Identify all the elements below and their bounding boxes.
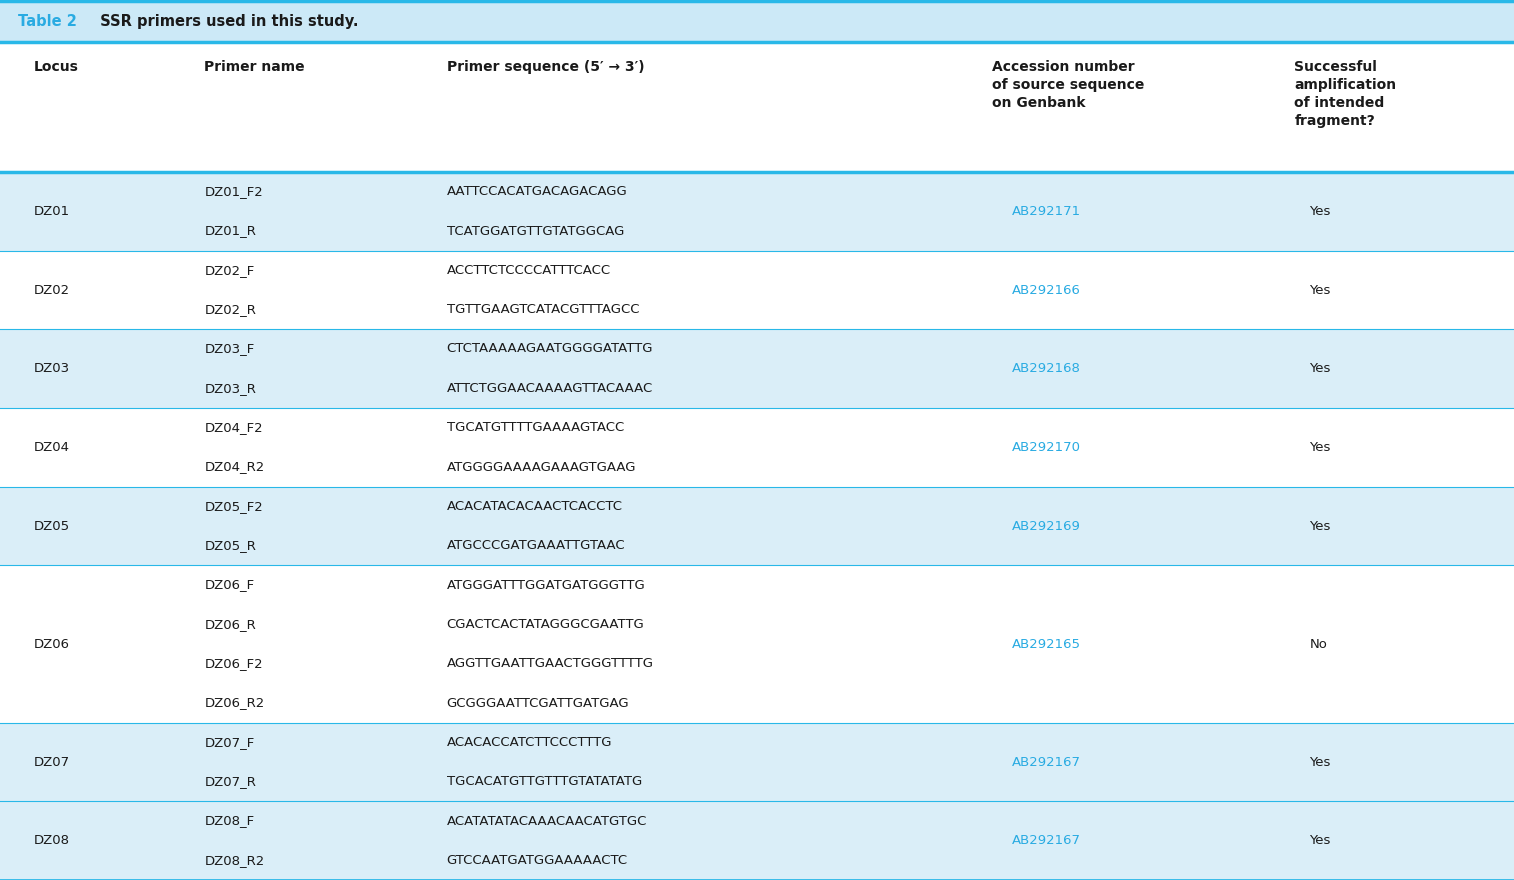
Text: DZ01_R: DZ01_R [204,224,256,238]
Text: DZ08_F: DZ08_F [204,815,254,827]
Text: DZ04: DZ04 [33,441,70,454]
Text: Primer name: Primer name [204,60,304,74]
Bar [0,487,1514,565]
Text: AB292169: AB292169 [1011,519,1081,532]
Text: DZ06: DZ06 [33,637,70,650]
Text: Yes: Yes [1310,205,1331,218]
Text: DZ04_R2: DZ04_R2 [204,460,265,473]
Text: Accession number: Accession number [992,60,1134,74]
Text: ATGGGATTTGGATGATGGGTTG: ATGGGATTTGGATGATGGGTTG [447,578,645,591]
Text: ACCTTCTCCCCATTTCACC: ACCTTCTCCCCATTTCACC [447,264,610,277]
Text: CGACTCACTATAGGGCGAATTG: CGACTCACTATAGGGCGAATTG [447,618,645,631]
Text: DZ03_R: DZ03_R [204,382,256,395]
Text: Locus: Locus [33,60,79,74]
Text: DZ08_R2: DZ08_R2 [204,854,265,867]
Bar [0,172,1514,251]
Text: DZ01: DZ01 [33,205,70,218]
Text: of source sequence: of source sequence [992,78,1145,92]
Text: AATTCCACATGACAGACAGG: AATTCCACATGACAGACAGG [447,185,627,198]
Text: ATGCCCGATGAAATTGTAAC: ATGCCCGATGAAATTGTAAC [447,539,625,552]
Text: amplification: amplification [1294,78,1396,92]
Text: ATTCTGGAACAAAAGTTACAAAC: ATTCTGGAACAAAAGTTACAAAC [447,382,653,395]
Text: DZ07_R: DZ07_R [204,775,256,788]
Bar [0,408,1514,487]
Text: DZ02_R: DZ02_R [204,304,256,316]
Text: ATGGGGAAAAGAAAGTGAAG: ATGGGGAAAAGAAAGTGAAG [447,460,636,473]
Bar [0,251,1514,329]
Text: AB292171: AB292171 [1011,205,1081,218]
Bar [0,42,1514,172]
Text: Yes: Yes [1310,834,1331,847]
Text: Yes: Yes [1310,441,1331,454]
Text: DZ07_F: DZ07_F [204,736,254,749]
Text: AB292165: AB292165 [1011,637,1081,650]
Text: Yes: Yes [1310,756,1331,768]
Text: DZ02_F: DZ02_F [204,264,254,277]
Text: ACATATATACAAACAACATGTGC: ACATATATACAAACAACATGTGC [447,815,646,827]
Text: DZ05_R: DZ05_R [204,539,256,552]
Bar [0,0,1514,42]
Text: CTCTAAAAAGAATGGGGATATTG: CTCTAAAAAGAATGGGGATATTG [447,342,653,356]
Text: DZ07: DZ07 [33,756,70,768]
Bar [0,722,1514,802]
Text: TGCACATGTTGTTTGTATATATG: TGCACATGTTGTTTGTATATATG [447,775,642,788]
Text: Yes: Yes [1310,363,1331,375]
Text: DZ03: DZ03 [33,363,70,375]
Text: DZ06_R2: DZ06_R2 [204,696,265,709]
Text: DZ02: DZ02 [33,283,70,297]
Text: AB292170: AB292170 [1011,441,1081,454]
Text: fragment?: fragment? [1294,114,1375,128]
Text: ACACATACACAACTCACCTC: ACACATACACAACTCACCTC [447,500,622,513]
Text: DZ04_F2: DZ04_F2 [204,422,263,434]
Text: on Genbank: on Genbank [992,96,1086,110]
Text: DZ08: DZ08 [33,834,70,847]
Text: Primer sequence (5′ → 3′): Primer sequence (5′ → 3′) [447,60,645,74]
Text: AB292168: AB292168 [1011,363,1081,375]
Text: DZ06_R: DZ06_R [204,618,256,631]
Text: Yes: Yes [1310,283,1331,297]
Text: AB292166: AB292166 [1011,283,1081,297]
Text: No: No [1310,637,1328,650]
Text: TCATGGATGTTGTATGGCAG: TCATGGATGTTGTATGGCAG [447,224,624,238]
Text: TGTTGAAGTCATACGTTTAGCC: TGTTGAAGTCATACGTTTAGCC [447,304,639,316]
Text: Yes: Yes [1310,519,1331,532]
Text: DZ05: DZ05 [33,519,70,532]
Text: of intended: of intended [1294,96,1385,110]
Text: DZ03_F: DZ03_F [204,342,254,356]
Bar [0,802,1514,880]
Text: DZ05_F2: DZ05_F2 [204,500,263,513]
Text: GCGGGAATTCGATTGATGAG: GCGGGAATTCGATTGATGAG [447,696,630,709]
Bar [0,565,1514,722]
Text: AB292167: AB292167 [1011,756,1081,768]
Text: DZ06_F: DZ06_F [204,578,254,591]
Text: DZ01_F2: DZ01_F2 [204,185,263,198]
Text: SSR primers used in this study.: SSR primers used in this study. [89,13,359,28]
Text: Table 2: Table 2 [18,13,77,28]
Text: Successful: Successful [1294,60,1378,74]
Text: AB292167: AB292167 [1011,834,1081,847]
Text: ACACACCATCTTCCCTTTG: ACACACCATCTTCCCTTTG [447,736,612,749]
Text: AGGTTGAATTGAACTGGGTTTTG: AGGTTGAATTGAACTGGGTTTTG [447,657,654,671]
Text: DZ06_F2: DZ06_F2 [204,657,263,671]
Text: GTCCAATGATGGAAAAACTC: GTCCAATGATGGAAAAACTC [447,854,628,867]
Bar [0,329,1514,408]
Text: TGCATGTTTTGAAAAGTACC: TGCATGTTTTGAAAAGTACC [447,422,624,434]
